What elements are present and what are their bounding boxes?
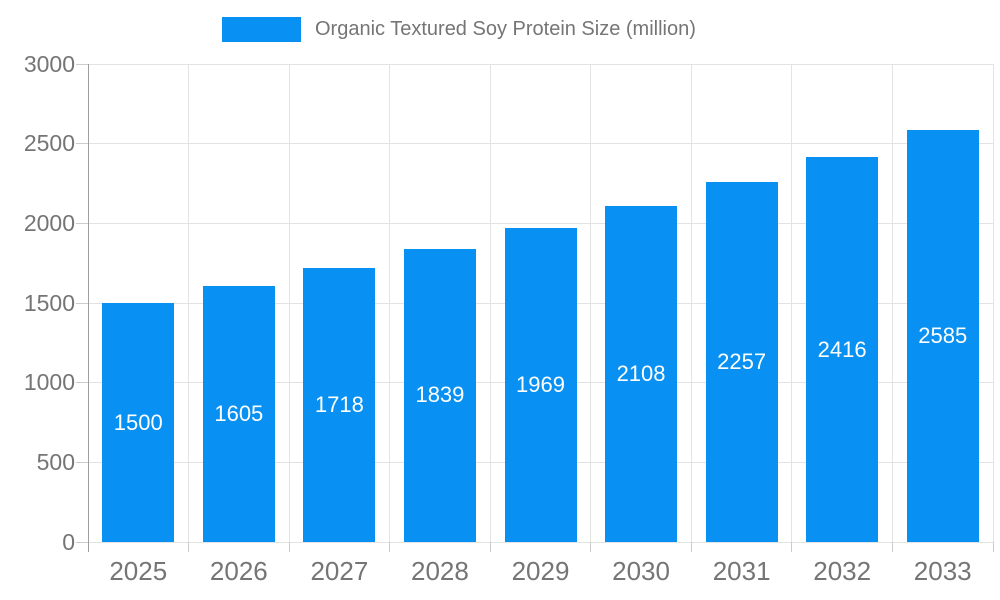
y-axis-line (87, 64, 89, 552)
x-axis-tick (188, 542, 190, 552)
bar-value-label: 1500 (113, 409, 163, 435)
y-axis-label: 2500 (23, 130, 75, 157)
bar-value-label: 1839 (415, 382, 465, 408)
x-gridline (288, 64, 290, 542)
x-gridline (891, 64, 893, 542)
bar-value-label: 1969 (516, 372, 565, 398)
x-axis-tick (489, 542, 491, 552)
y-gridline (88, 143, 993, 145)
bar-2031[interactable] (705, 182, 778, 542)
x-axis-tick (891, 542, 893, 552)
x-gridline (389, 64, 391, 542)
bar-value-label: 1605 (214, 401, 264, 427)
x-axis-label: 2025 (109, 556, 168, 586)
x-gridline (188, 64, 190, 542)
bar-2033[interactable] (906, 130, 979, 542)
x-axis-tick (992, 542, 994, 552)
y-gridline (88, 63, 993, 65)
x-gridline (489, 64, 491, 542)
y-axis-tick (76, 382, 88, 384)
x-gridline (690, 64, 692, 542)
y-gridline (88, 222, 993, 224)
bar-2025[interactable] (102, 303, 175, 542)
y-axis-tick (76, 302, 88, 304)
x-axis-label: 2030 (612, 556, 670, 586)
bar-2026[interactable] (202, 286, 275, 542)
bar-value-label: 1718 (314, 392, 364, 418)
y-axis-label: 1000 (23, 369, 75, 396)
bar-value-label: 2257 (717, 349, 767, 375)
y-axis-tick (76, 541, 88, 543)
y-axis-label: 3000 (23, 50, 75, 77)
x-axis-label: 2027 (310, 556, 369, 586)
x-gridline (791, 64, 793, 542)
x-axis-tick (389, 542, 391, 552)
bar-value-label: 2585 (918, 323, 968, 349)
y-axis-label: 0 (62, 528, 75, 555)
legend: Organic Textured Soy Protein Size (milli… (0, 0, 1000, 50)
x-axis-label: 2033 (913, 556, 972, 586)
y-axis-tick (76, 222, 88, 224)
x-axis-label: 2029 (511, 556, 570, 586)
x-axis-label: 2026 (209, 556, 268, 586)
x-axis-tick (690, 542, 692, 552)
x-axis-label: 2032 (813, 556, 872, 586)
bar-2030[interactable] (605, 206, 678, 542)
x-axis-label: 2031 (712, 556, 771, 586)
bar-2029[interactable] (504, 228, 577, 542)
x-axis-tick (590, 542, 592, 552)
bar-value-label: 2416 (817, 336, 867, 362)
bar-value-label: 2108 (616, 361, 666, 387)
x-axis-tick (791, 542, 793, 552)
y-axis-label: 2000 (23, 209, 75, 236)
y-axis-tick (76, 143, 88, 145)
x-axis-label: 2028 (411, 556, 469, 586)
legend-swatch-icon[interactable] (222, 17, 301, 42)
bar-2032[interactable] (806, 157, 879, 542)
legend-label[interactable]: Organic Textured Soy Protein Size (milli… (315, 18, 696, 40)
y-axis-tick (76, 63, 88, 65)
y-gridline (88, 541, 993, 543)
bar-2028[interactable] (403, 248, 476, 542)
y-axis-tick (76, 461, 88, 463)
x-gridline (590, 64, 592, 542)
x-gridline (992, 64, 994, 542)
y-axis-label: 1500 (23, 289, 75, 316)
x-axis-tick (288, 542, 290, 552)
bar-2027[interactable] (303, 268, 376, 542)
y-axis-label: 500 (36, 448, 75, 475)
